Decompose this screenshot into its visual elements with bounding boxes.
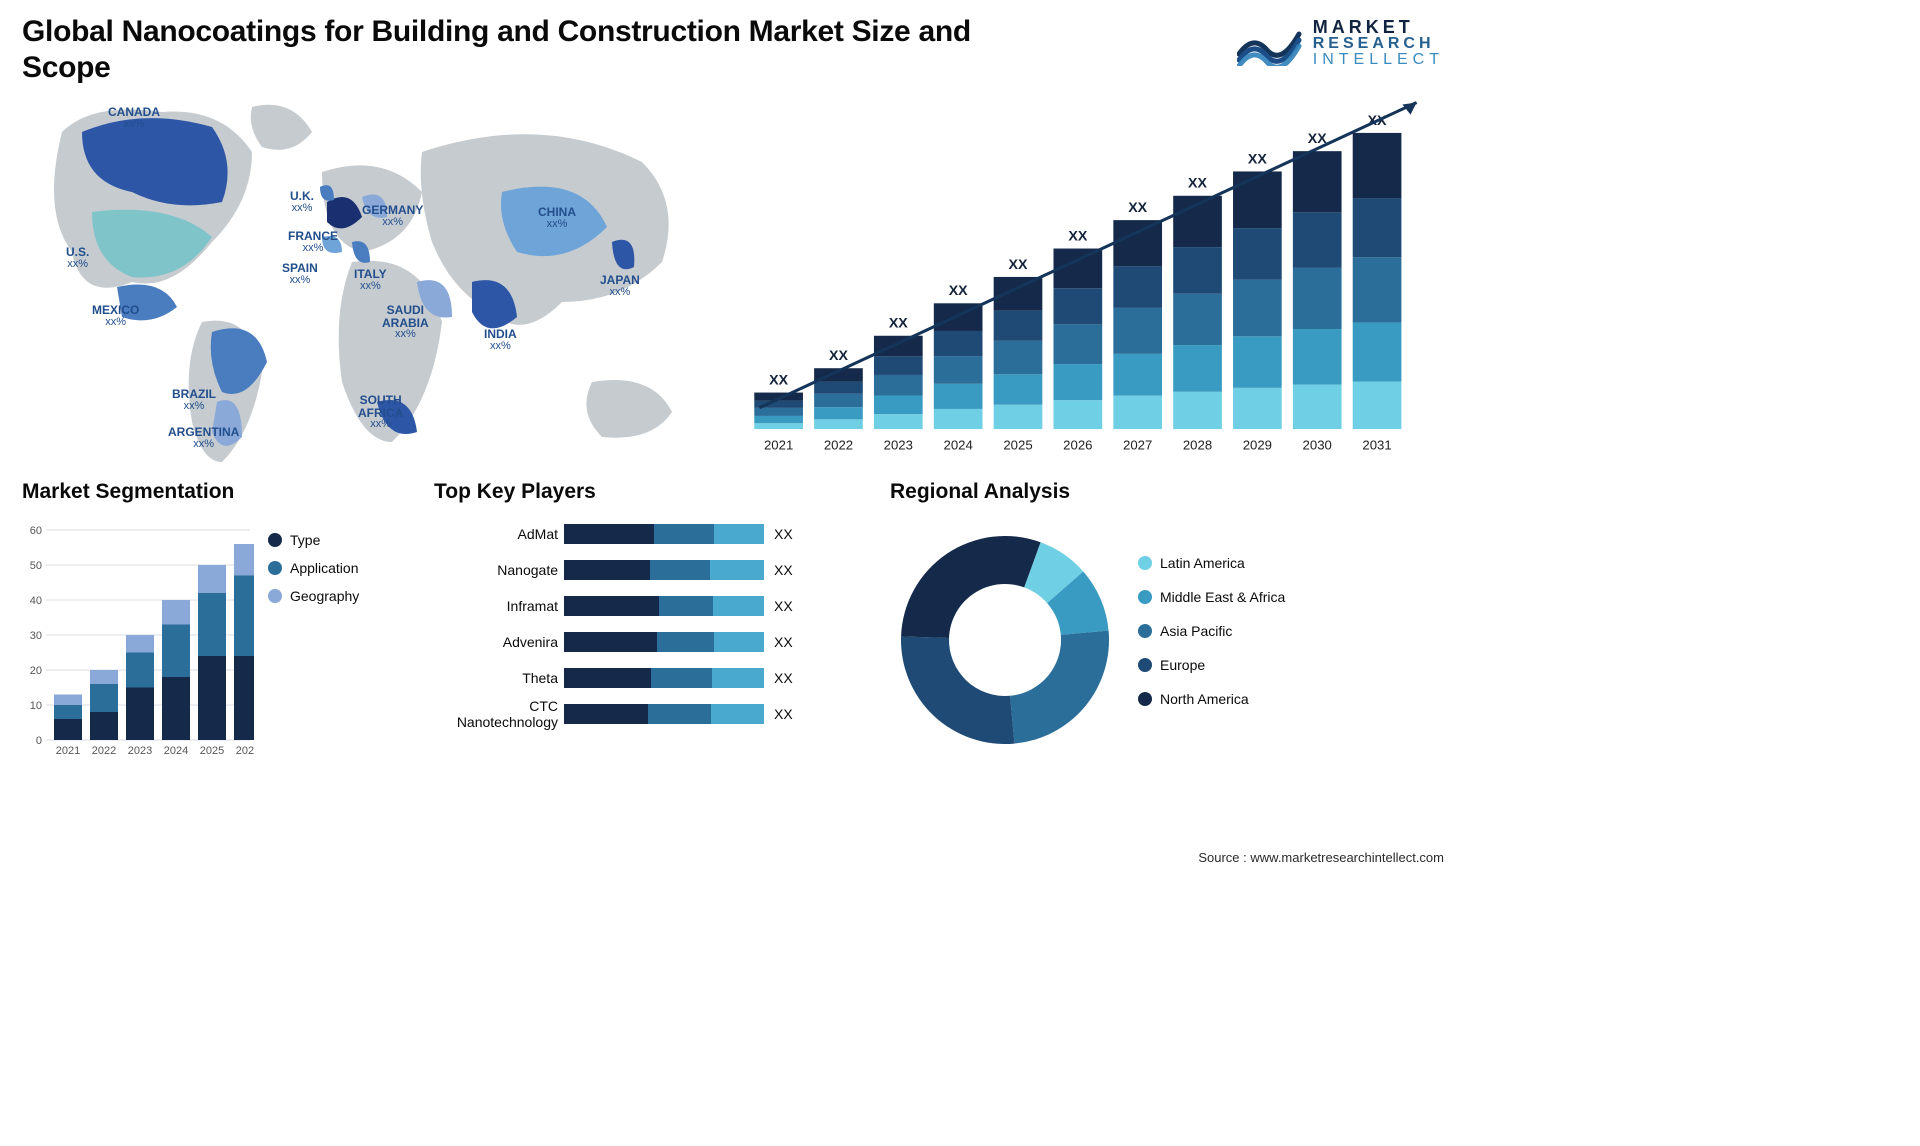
map-label: JAPANxx%	[600, 274, 640, 298]
svg-text:60: 60	[30, 525, 42, 537]
map-label: CHINAxx%	[538, 206, 576, 230]
svg-text:2025: 2025	[200, 745, 224, 757]
map-label: GERMANYxx%	[362, 204, 423, 228]
player-value: XX	[764, 634, 793, 650]
regional-donut-chart	[890, 525, 1120, 755]
svg-text:2024: 2024	[944, 437, 973, 452]
regional-analysis-section: Regional Analysis Latin America Middle Ea…	[890, 480, 1444, 780]
svg-text:2031: 2031	[1362, 437, 1391, 452]
svg-text:2024: 2024	[164, 745, 188, 757]
player-value: XX	[764, 670, 793, 686]
svg-text:2021: 2021	[764, 437, 793, 452]
svg-text:XX: XX	[889, 316, 908, 332]
svg-text:10: 10	[30, 700, 42, 712]
svg-text:2022: 2022	[92, 745, 116, 757]
legend-item: Geography	[268, 588, 408, 604]
segmentation-title: Market Segmentation	[22, 480, 408, 504]
map-label: FRANCExx%	[288, 230, 338, 254]
svg-text:2026: 2026	[236, 745, 254, 757]
legend-item: Asia Pacific	[1138, 623, 1444, 639]
logo-text-1: MARKET	[1313, 18, 1444, 36]
svg-text:XX: XX	[1248, 151, 1267, 167]
player-label: Nanogate	[434, 562, 564, 578]
player-bar	[564, 560, 764, 580]
segmentation-section: Market Segmentation 0 10 20 30 40 50 60 2021 202…	[22, 480, 408, 780]
player-value: XX	[764, 706, 793, 722]
player-row: Theta XX	[434, 660, 864, 696]
player-row: AdMat XX	[434, 516, 864, 552]
svg-text:0: 0	[36, 735, 42, 747]
player-value: XX	[764, 526, 793, 542]
svg-text:2029: 2029	[1243, 437, 1272, 452]
svg-text:2021: 2021	[56, 745, 80, 757]
legend-item: Latin America	[1138, 555, 1444, 571]
svg-text:2022: 2022	[824, 437, 853, 452]
player-label: Theta	[434, 670, 564, 686]
segmentation-legend: Type Application Geography	[268, 510, 408, 770]
page-title: Global Nanocoatings for Building and Con…	[22, 14, 982, 86]
svg-text:XX: XX	[949, 283, 968, 299]
regional-legend: Latin America Middle East & Africa Asia Pa…	[1138, 555, 1444, 725]
map-label: SOUTHAFRICAxx%	[358, 394, 403, 431]
map-label: SAUDIARABIAxx%	[382, 304, 429, 341]
svg-text:2030: 2030	[1303, 437, 1332, 452]
player-value: XX	[764, 598, 793, 614]
key-players-title: Top Key Players	[434, 480, 864, 504]
svg-text:40: 40	[30, 595, 42, 607]
map-label: BRAZILxx%	[172, 388, 216, 412]
svg-text:50: 50	[30, 560, 42, 572]
logo-waves-icon	[1237, 20, 1303, 66]
svg-text:2023: 2023	[884, 437, 913, 452]
legend-item: Middle East & Africa	[1138, 589, 1444, 605]
player-row: Nanogate XX	[434, 552, 864, 588]
player-label: Inframat	[434, 598, 564, 614]
player-label: CTC Nanotechnology	[434, 698, 564, 730]
player-bar	[564, 632, 764, 652]
player-label: AdMat	[434, 526, 564, 542]
player-label: Advenira	[434, 634, 564, 650]
svg-text:XX: XX	[829, 348, 848, 364]
map-label: U.S.xx%	[66, 246, 89, 270]
svg-text:2028: 2028	[1183, 437, 1212, 452]
map-label: U.K.xx%	[290, 190, 314, 214]
svg-text:XX: XX	[769, 372, 788, 388]
segmentation-bar-chart: 0 10 20 30 40 50 60 2021 2022 2023 2024 2025 2026	[22, 510, 254, 770]
svg-text:XX: XX	[1068, 228, 1087, 244]
svg-text:XX: XX	[1188, 176, 1207, 192]
logo-text-3: INTELLECT	[1313, 52, 1444, 68]
player-bar	[564, 524, 764, 544]
map-label: ITALYxx%	[354, 268, 387, 292]
market-size-bar-chart: XX 2021 XX 2022 XX 2023 XX 2024 XX 2025 XX 2026 XX 20…	[734, 92, 1444, 472]
player-row: Advenira XX	[434, 624, 864, 660]
player-row: Inframat XX	[434, 588, 864, 624]
svg-text:2026: 2026	[1063, 437, 1092, 452]
world-map: CANADAxx% U.S.xx% MEXICOxx% BRAZILxx% ARGENT…	[22, 92, 712, 472]
legend-item: Application	[268, 560, 408, 576]
svg-text:2023: 2023	[128, 745, 152, 757]
svg-text:30: 30	[30, 630, 42, 642]
player-bar	[564, 596, 764, 616]
legend-item: Europe	[1138, 657, 1444, 673]
map-label: INDIAxx%	[484, 328, 517, 352]
legend-item: North America	[1138, 691, 1444, 707]
svg-text:XX: XX	[1128, 200, 1147, 216]
player-bar	[564, 668, 764, 688]
map-label: SPAINxx%	[282, 262, 318, 286]
svg-text:20: 20	[30, 665, 42, 677]
player-row: CTC Nanotechnology XX	[434, 696, 864, 732]
player-bar	[564, 704, 764, 724]
player-value: XX	[764, 562, 793, 578]
legend-item: Type	[268, 532, 408, 548]
svg-text:2025: 2025	[1003, 437, 1032, 452]
svg-text:XX: XX	[1009, 257, 1028, 273]
brand-logo: MARKET RESEARCH INTELLECT	[1237, 14, 1444, 68]
regional-analysis-title: Regional Analysis	[890, 480, 1444, 504]
source-attribution: Source : www.marketresearchintellect.com	[1198, 850, 1444, 865]
svg-text:2027: 2027	[1123, 437, 1152, 452]
key-players-section: Top Key Players AdMatXXNanogateXXInframa…	[434, 480, 864, 780]
map-label: MEXICOxx%	[92, 304, 139, 328]
logo-text-2: RESEARCH	[1313, 36, 1444, 52]
map-label: ARGENTINAxx%	[168, 426, 239, 450]
map-label: CANADAxx%	[108, 106, 160, 130]
